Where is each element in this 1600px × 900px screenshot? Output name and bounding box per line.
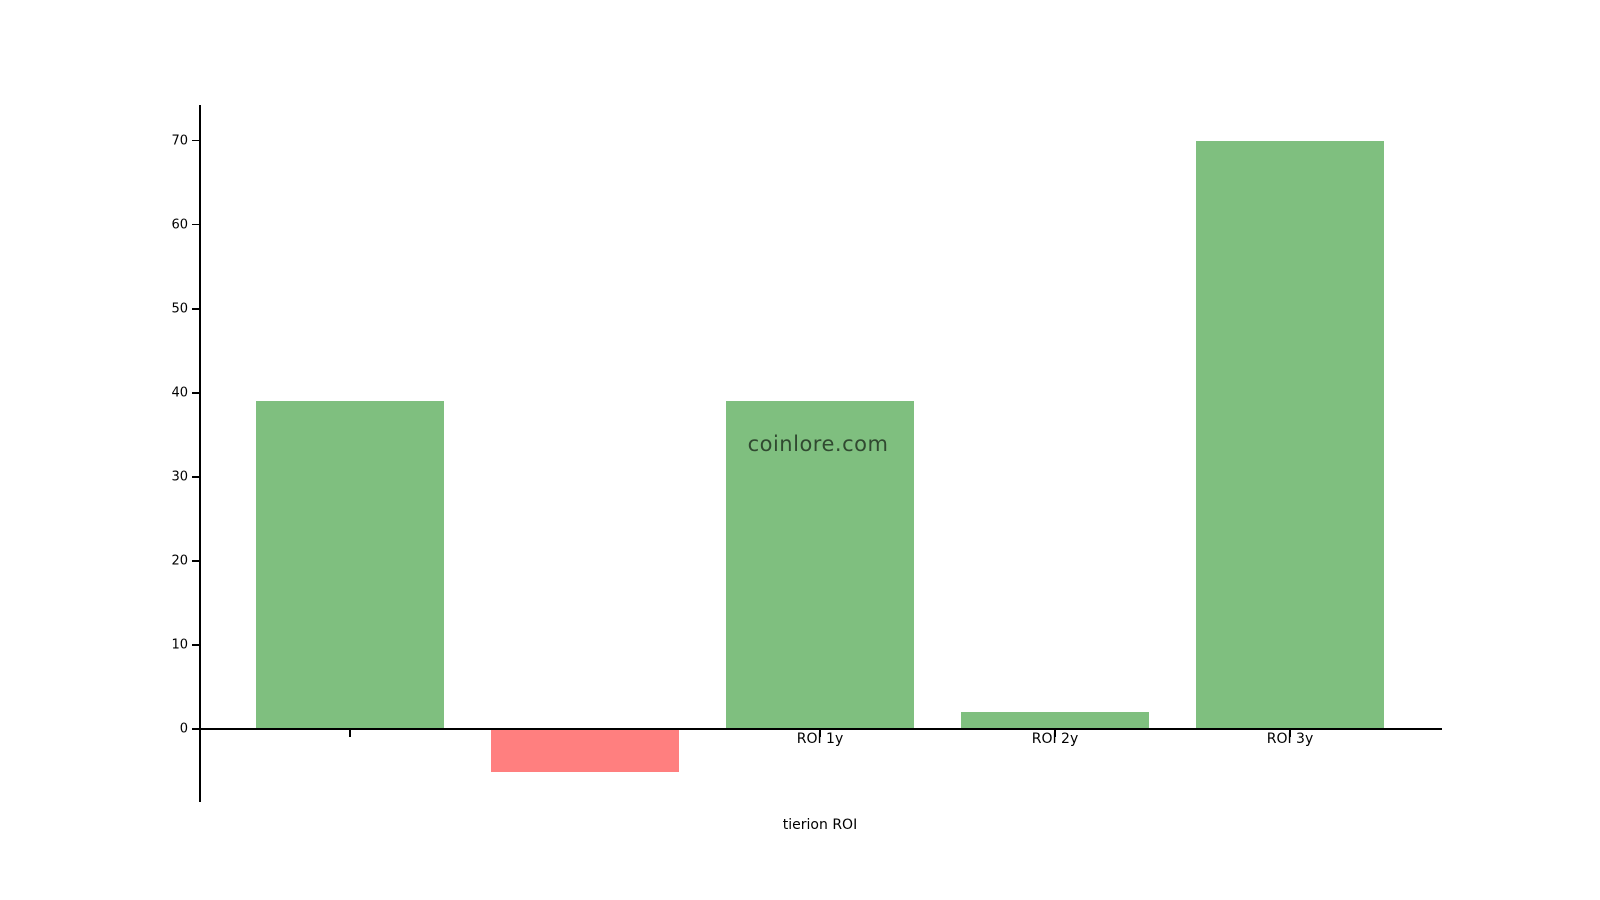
bar-ROI 2y (961, 712, 1149, 729)
y-tick-label: 70 (171, 133, 188, 149)
y-tick-mark (192, 476, 199, 478)
x-tick-mark (1289, 729, 1291, 737)
x-tick-mark (349, 729, 351, 737)
y-tick-label: 30 (171, 469, 188, 485)
y-tick-mark (192, 560, 199, 562)
y-tick-mark (192, 728, 199, 730)
y-tick-label: 10 (171, 637, 188, 653)
y-axis-spine (199, 105, 201, 802)
watermark-text: coinlore.com (747, 432, 889, 456)
y-tick-label: 50 (171, 301, 188, 317)
x-tick-mark (1054, 729, 1056, 737)
x-tick-mark (819, 729, 821, 737)
y-tick-label: 0 (179, 721, 188, 737)
y-tick-mark (192, 307, 199, 310)
y-tick-mark (192, 139, 199, 142)
x-axis-zero-line (200, 728, 1442, 730)
bar-ROI 1y (726, 401, 914, 729)
y-tick-label: 20 (171, 553, 188, 569)
y-tick-mark (192, 392, 199, 394)
y-tick-mark (192, 223, 199, 226)
y-tick-label: 60 (171, 217, 188, 233)
y-tick-mark (192, 644, 199, 646)
bar-unlabeled-1 (491, 730, 679, 773)
bar-unlabeled-0 (256, 401, 444, 729)
bar-ROI 3y (1196, 140, 1384, 729)
x-tick-label: ROI 1y (796, 731, 844, 747)
x-tick-label: ROI 2y (1031, 731, 1079, 747)
x-axis-title: tierion ROI (782, 817, 858, 833)
x-tick-label: ROI 3y (1266, 731, 1314, 747)
y-tick-label: 40 (171, 385, 188, 401)
